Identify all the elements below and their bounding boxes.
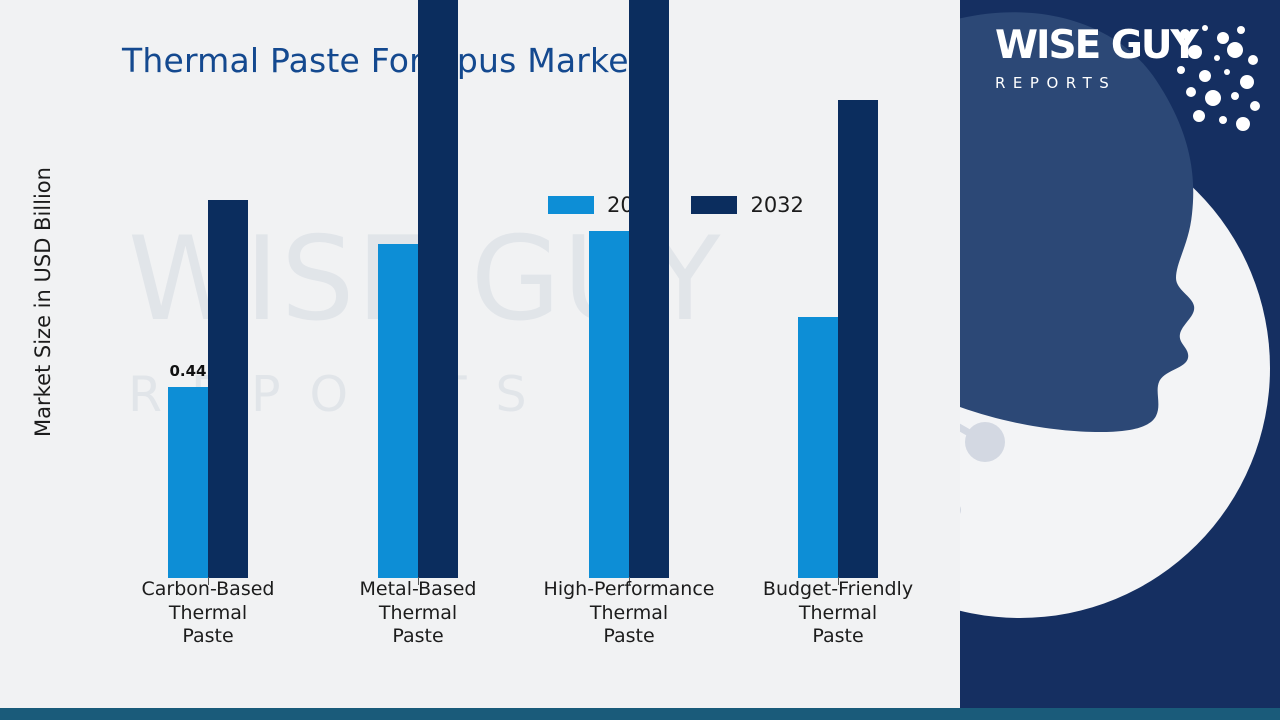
legend-label-2032: 2032 (750, 193, 804, 217)
x-axis-category-label: Budget-Friendly Thermal Paste (738, 578, 938, 648)
legend-entry-2032[interactable]: 2032 (691, 193, 804, 217)
legend-swatch-2024 (548, 196, 594, 214)
legend-swatch-2032 (691, 196, 738, 214)
category-label-line: Thermal (798, 601, 878, 624)
x-axis-tick (208, 577, 209, 585)
logo-wordmark: WISE GUY (995, 23, 1199, 68)
category-label-line: Budget-Friendly (762, 578, 914, 601)
head-profile-graphic (960, 12, 1195, 432)
bar-2024-3[interactable] (589, 230, 629, 578)
category-label-line: Thermal (378, 601, 458, 624)
category-label-line: Paste (182, 624, 234, 647)
bar-value-label: 0.44 (169, 361, 207, 380)
category-label-line: Thermal (589, 601, 669, 624)
x-axis-category-label: Metal-Based Thermal Paste (318, 578, 518, 648)
x-axis-category-label: Carbon-Based Thermal Paste (108, 578, 308, 648)
x-axis-tick (629, 577, 630, 585)
category-label-line: Carbon-Based (141, 578, 275, 601)
x-axis-tick (418, 577, 419, 585)
category-label-line: Thermal (168, 601, 248, 624)
footer-strip (0, 708, 1280, 720)
x-axis-category-label: High-Performance Thermal Paste (529, 578, 729, 648)
bar-2024-1[interactable]: 0.44 (168, 362, 208, 578)
bars-container: 0.44 Carbon-Based Thermal Paste Metal-Based T… (108, 0, 938, 648)
bar-2032-4[interactable] (838, 100, 878, 578)
category-label-line: Paste (603, 624, 655, 647)
category-label-line: Paste (392, 624, 444, 647)
page-title: Thermal Paste For Cpus Market (122, 41, 642, 80)
category-label-line: Metal-Based (359, 578, 477, 601)
bar-2024-4[interactable] (798, 317, 838, 578)
logo-subtitle: REPORTS (995, 74, 1117, 92)
x-axis-tick (838, 577, 839, 585)
category-label-line: High-Performance (543, 578, 715, 601)
bar-2032-3[interactable] (629, 0, 669, 578)
logo-dots-icon (1177, 25, 1260, 131)
brand-logo: WISE GUY REPORTS (995, 23, 1260, 131)
bar-2032-2[interactable] (418, 0, 458, 578)
bar-2024-2[interactable] (378, 243, 418, 578)
brand-panel (960, 0, 1280, 708)
bar-chart: Market Size in USD Billion 20242032 0.44… (31, 0, 938, 648)
bar-2032-1[interactable] (208, 200, 248, 578)
category-label-line: Paste (812, 624, 864, 647)
